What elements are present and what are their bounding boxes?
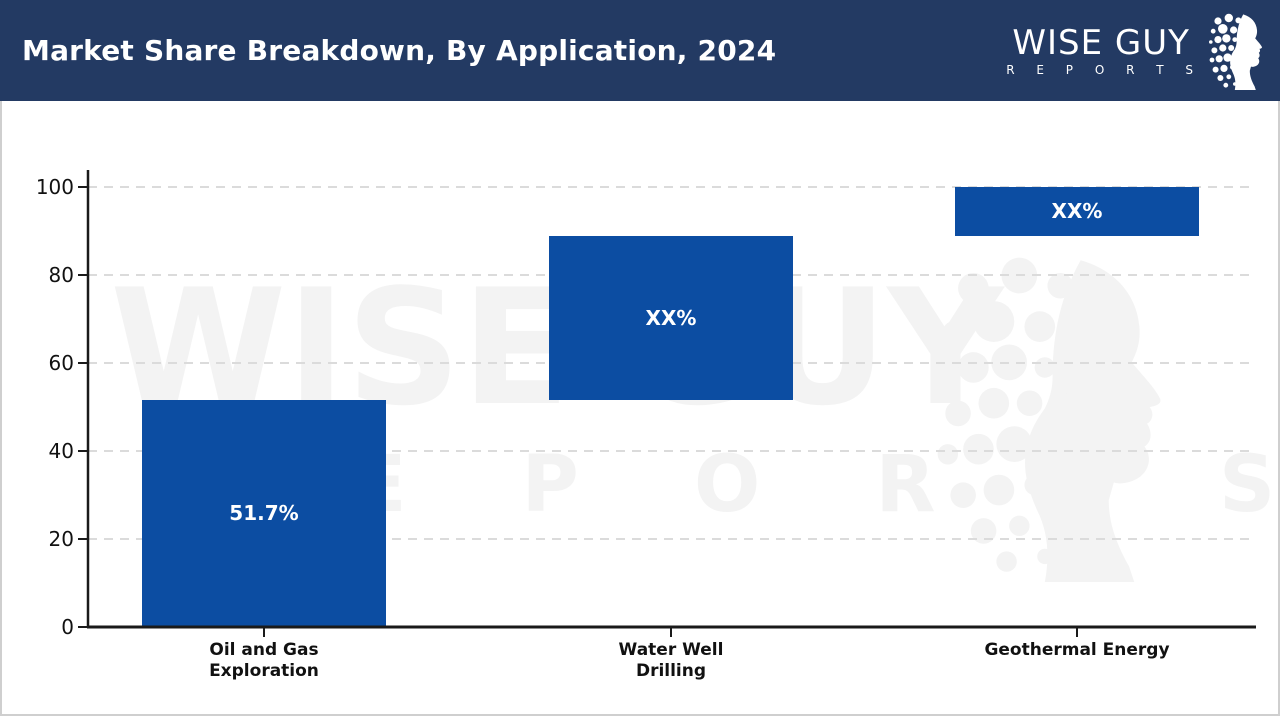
bar-segment: XX% [549, 235, 793, 400]
y-tick-label: 80 [48, 263, 74, 287]
category-label-line: Water Well [618, 640, 724, 660]
y-tick-label: 100 [35, 175, 74, 199]
y-tick-label: 0 [61, 615, 74, 639]
category-label-line: Oil and Gas [209, 640, 319, 660]
page-title: Market Share Breakdown, By Application, … [22, 34, 777, 67]
wiseguy-logo-text: WISE GUY R E P O R T S [1000, 26, 1202, 76]
y-tick-label: 40 [48, 439, 74, 463]
bar-value-label: XX% [1051, 199, 1103, 224]
category-label: Water Well Drilling [511, 640, 831, 682]
bar-value-label: XX% [645, 305, 697, 330]
logo-brand-subtitle: R E P O R T S [1006, 62, 1202, 77]
category-label-line: Drilling [635, 661, 707, 681]
wiseguy-logo: WISE GUY R E P O R T S [1000, 12, 1266, 90]
wiseguy-head-logo-icon [1206, 12, 1266, 90]
header-band: Market Share Breakdown, By Application, … [0, 0, 1280, 101]
logo-brand-name: WISE GUY [1012, 22, 1190, 63]
category-label: Oil and Gas Exploration [104, 640, 424, 682]
bar-segment: 51.7% [142, 399, 386, 627]
category-label: Geothermal Energy [917, 640, 1237, 661]
y-tick-label: 20 [48, 527, 74, 551]
bar-segment: XX% [955, 187, 1199, 236]
y-tick-label: 60 [48, 351, 74, 375]
category-label-line: Geothermal Energy [984, 640, 1170, 660]
bar-value-label: 51.7% [229, 501, 299, 526]
category-label-line: Exploration [209, 661, 319, 681]
